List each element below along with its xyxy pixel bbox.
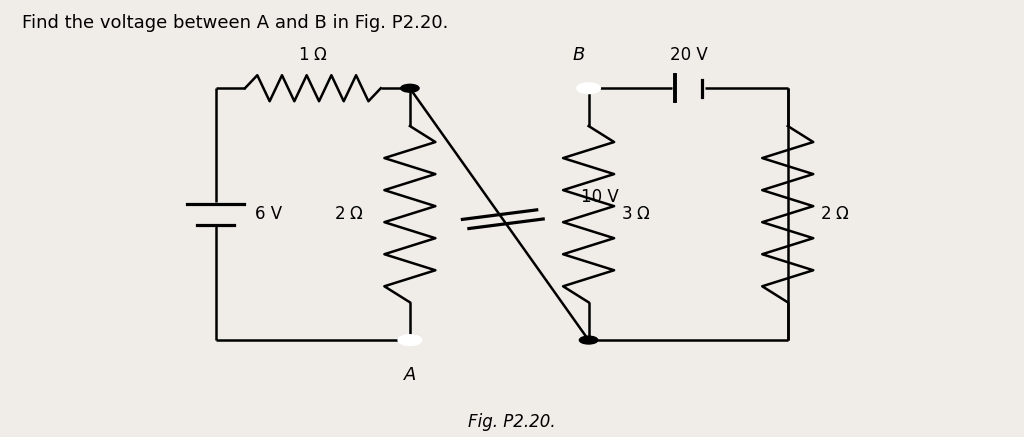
Circle shape: [580, 336, 598, 344]
Text: 1 $\Omega$: 1 $\Omega$: [298, 46, 328, 64]
Circle shape: [398, 335, 421, 345]
Text: 6 V: 6 V: [255, 205, 282, 223]
Text: B: B: [572, 46, 585, 64]
Text: 2 $\Omega$: 2 $\Omega$: [820, 205, 850, 223]
Text: 2 $\Omega$: 2 $\Omega$: [334, 205, 364, 223]
Text: A: A: [403, 366, 416, 384]
Text: Fig. P2.20.: Fig. P2.20.: [468, 413, 556, 431]
Text: 3 $\Omega$: 3 $\Omega$: [622, 205, 651, 223]
Text: Find the voltage between A and B in Fig. P2.20.: Find the voltage between A and B in Fig.…: [22, 14, 449, 32]
Circle shape: [400, 84, 419, 92]
Circle shape: [578, 83, 600, 93]
Text: 10 V: 10 V: [581, 188, 618, 206]
Text: 20 V: 20 V: [670, 46, 708, 64]
